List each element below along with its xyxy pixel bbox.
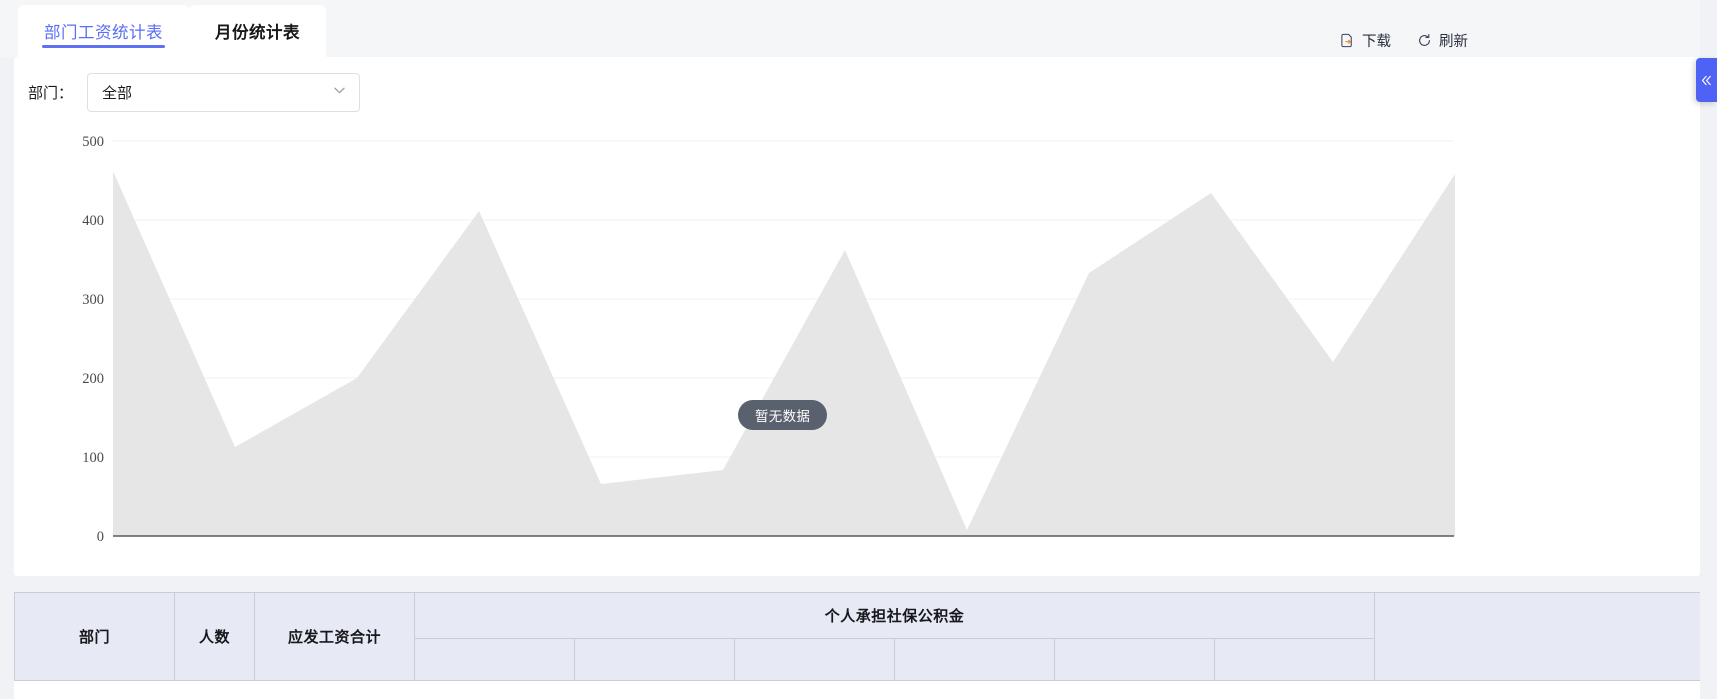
svg-text:100: 100 [82,450,104,466]
department-select-value: 全部 [102,85,133,102]
col-sub-5[interactable] [1054,638,1215,681]
table-header-row-2 [15,638,1701,681]
double-chevron-left-icon [1700,74,1713,87]
download-button[interactable]: 下载 [1340,30,1391,51]
svg-text:200: 200 [82,371,104,387]
chart-y-axis-labels: 500 400 300 200 100 0 [82,134,104,545]
tab-bar: 部门工资统计表 月份统计表 下载 [0,0,1700,57]
statistics-table-wrap[interactable]: 部门 人数 应发工资合计 个人承担社保公积金 [14,592,1700,699]
statistics-table: 部门 人数 应发工资合计 个人承担社保公积金 [14,592,1700,681]
department-filter-label: 部门： [28,85,74,102]
tab-label: 月份统计表 [215,24,300,42]
col-department[interactable]: 部门 [14,592,175,681]
tab-department-salary-stats[interactable]: 部门工资统计表 [18,5,189,57]
tab-active-indicator [42,45,165,48]
table-header-row-1: 部门 人数 应发工资合计 个人承担社保公积金 [14,592,1700,681]
no-data-badge: 暂无数据 [738,400,828,430]
content-panel: 部门： 全部 [14,57,1700,576]
col-sub-1[interactable] [414,638,575,681]
col-extra[interactable] [1374,592,1700,681]
tab-label: 部门工资统计表 [44,24,163,42]
svg-text:500: 500 [82,134,104,150]
svg-text:400: 400 [82,213,104,229]
col-group-personal-insurance: 个人承担社保公积金 [413,592,1376,639]
col-gross-salary-total[interactable]: 应发工资合计 [254,592,415,681]
svg-text:0: 0 [97,529,104,545]
col-sub-4[interactable] [894,638,1055,681]
download-label: 下载 [1362,34,1391,50]
tab-strip: 部门工资统计表 月份统计表 [18,5,326,57]
department-select[interactable]: 全部 [87,73,361,112]
toolbar-actions: 下载 刷新 [1340,30,1468,51]
download-file-icon [1340,33,1355,48]
refresh-icon [1417,33,1432,48]
col-sub-2[interactable] [574,638,735,681]
refresh-button[interactable]: 刷新 [1417,30,1468,51]
chevron-down-icon [331,82,348,104]
col-sub-6[interactable] [1213,638,1376,681]
col-headcount[interactable]: 人数 [174,592,255,681]
filter-row: 部门： 全部 [28,73,361,112]
chart-area-placeholder [113,171,1455,536]
sidebar-collapse-button[interactable] [1696,58,1717,102]
salary-chart: 500 400 300 200 100 0 暂无数据 [14,132,1700,576]
svg-text:300: 300 [82,292,104,308]
chart-canvas: 500 400 300 200 100 0 [82,134,1455,545]
col-sub-3[interactable] [734,638,895,681]
refresh-label: 刷新 [1439,34,1468,50]
tab-month-stats[interactable]: 月份统计表 [189,5,326,57]
